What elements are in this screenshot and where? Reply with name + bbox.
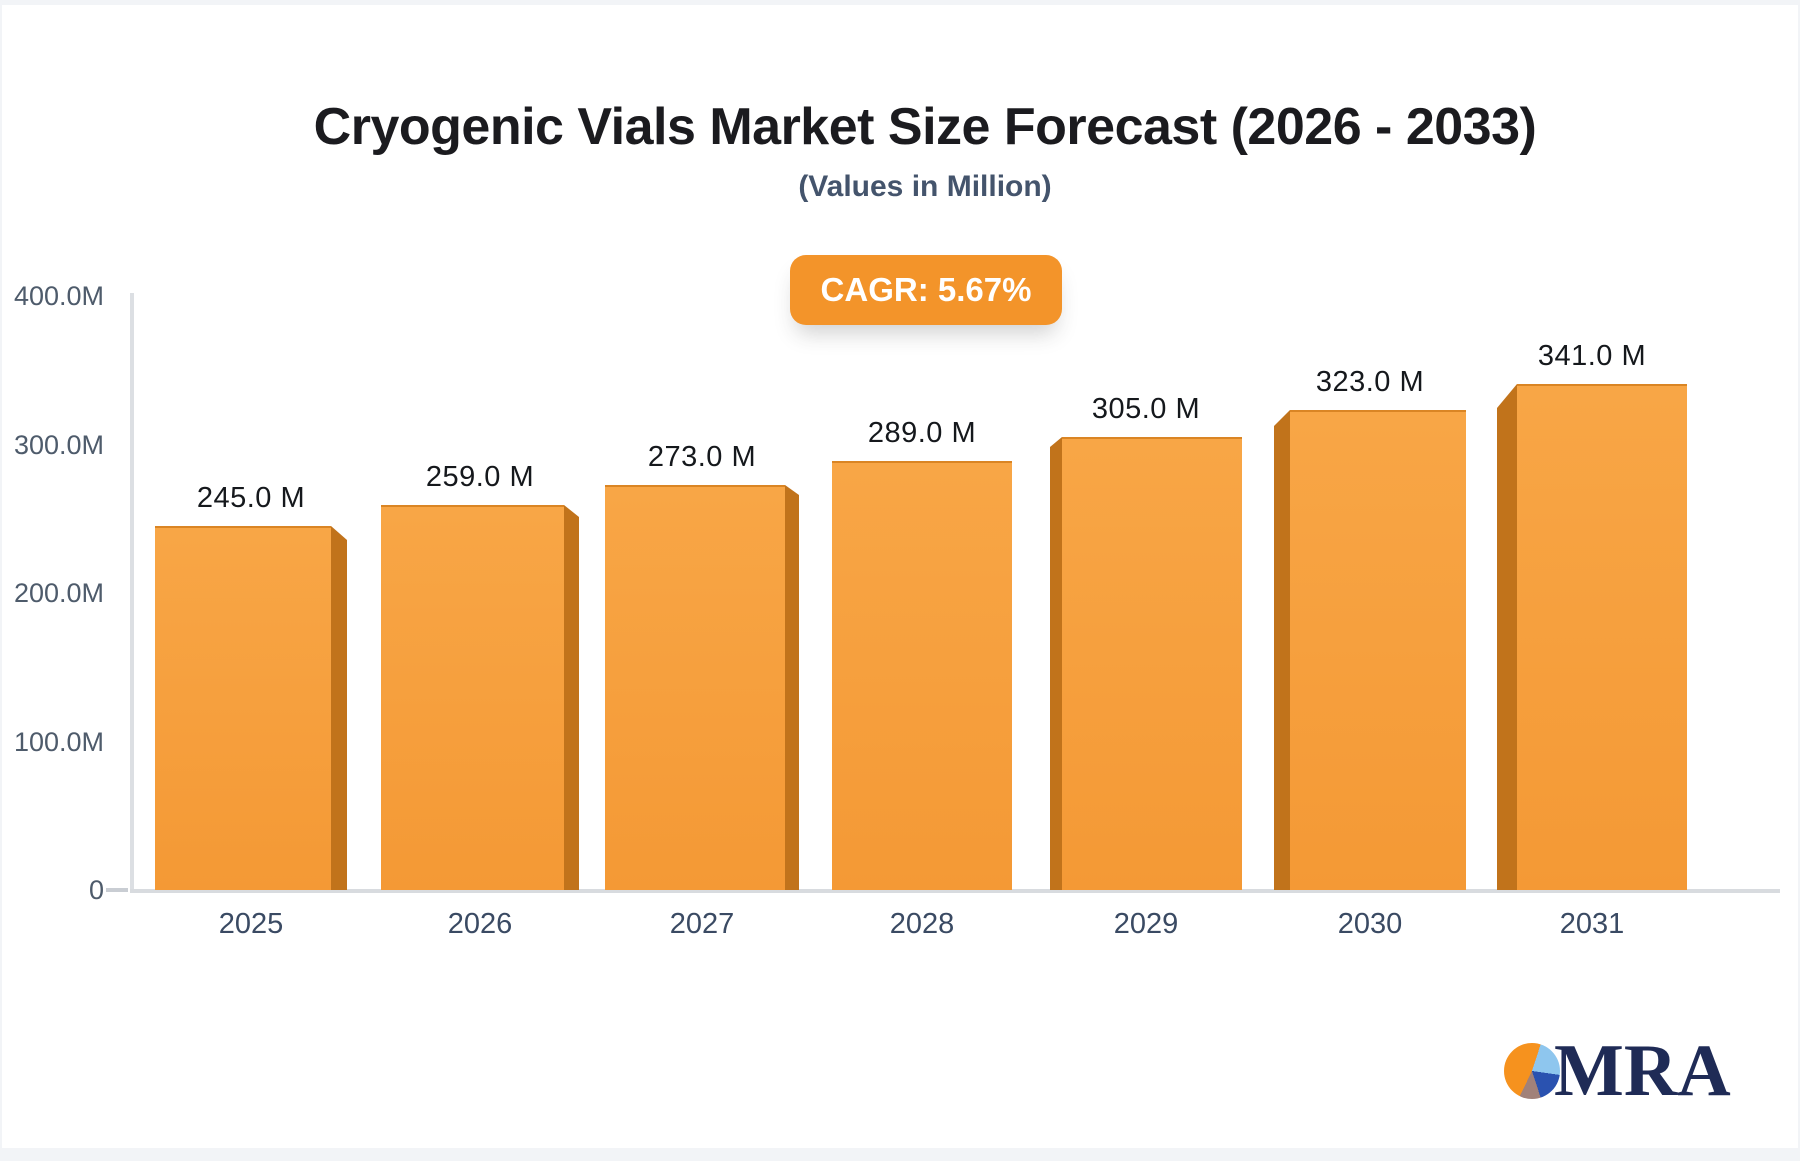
- bar-group-2030: 323.0 M 2030: [1274, 366, 1466, 940]
- bar-face: [1062, 437, 1242, 890]
- y-axis-tick-label: 300.0M: [13, 429, 104, 460]
- bar-value-label: 245.0 M: [196, 482, 306, 514]
- bar-group-2027: 273.0 M 2027: [605, 441, 799, 940]
- x-axis-baseline: [130, 889, 1780, 893]
- bar-value-label: 273.0 M: [647, 441, 757, 473]
- mra-logo: MRA: [1504, 1030, 1731, 1112]
- bar-group-2028: 289.0 M 2028: [832, 417, 1012, 940]
- bar-value-label: 305.0 M: [1091, 393, 1201, 425]
- y-axis-tick-label: 200.0M: [13, 578, 104, 608]
- x-axis-label-2028: 2028: [889, 908, 955, 940]
- bar-face: [605, 485, 785, 890]
- bar-face: [1517, 384, 1687, 890]
- bar-3d-side: [1050, 437, 1062, 890]
- y-axis-zero-tick: [106, 888, 128, 892]
- chart-subtitle: (Values in Million): [798, 170, 1052, 203]
- bar-group-2026: 259.0 M 2026: [381, 461, 579, 940]
- bar-3d-side: [564, 505, 579, 890]
- chart-card: Cryogenic Vials Market Size Forecast (20…: [2, 5, 1798, 1148]
- bar-face: [381, 505, 564, 890]
- y-axis-line: [130, 293, 134, 891]
- chart-title: Cryogenic Vials Market Size Forecast (20…: [313, 98, 1537, 156]
- x-axis-label-2031: 2031: [1559, 908, 1625, 940]
- bar-3d-side: [1274, 410, 1290, 890]
- pie-chart-logo-icon: [1504, 1043, 1560, 1099]
- x-axis-label-2025: 2025: [218, 908, 284, 940]
- cagr-badge: CAGR: 5.67%: [790, 255, 1062, 325]
- bar-group-2025: 245.0 M 2025: [155, 482, 347, 940]
- y-axis-tick-label: 400.0M: [13, 281, 104, 311]
- bar-face: [832, 461, 1012, 890]
- x-axis-label-2026: 2026: [447, 908, 513, 940]
- bar-value-label: 341.0 M: [1537, 340, 1647, 372]
- bar-value-label: 289.0 M: [867, 417, 977, 449]
- bar-value-label: 323.0 M: [1315, 366, 1425, 398]
- x-axis-label-2027: 2027: [669, 908, 735, 940]
- x-axis-label-2029: 2029: [1113, 908, 1179, 940]
- bar-group-2029: 305.0 M 2029: [1050, 393, 1242, 940]
- bar-3d-side: [1497, 384, 1517, 890]
- bar-3d-side: [331, 526, 347, 890]
- y-axis-tick-label: 100.0M: [13, 726, 104, 757]
- bar-value-label: 259.0 M: [425, 461, 535, 493]
- logo-text: MRA: [1554, 1030, 1731, 1112]
- bar-face: [155, 526, 331, 890]
- y-axis-tick-label: 0: [88, 875, 104, 905]
- bar-face: [1290, 410, 1466, 890]
- x-axis-label-2030: 2030: [1337, 908, 1403, 940]
- bar-group-2031: 341.0 M 2031: [1497, 340, 1687, 940]
- bar-chart-plot: 400.0M 300.0M 200.0M 100.0M 0 245.0 M 2025 259…: [2, 5, 1800, 1161]
- bar-3d-side: [785, 485, 799, 890]
